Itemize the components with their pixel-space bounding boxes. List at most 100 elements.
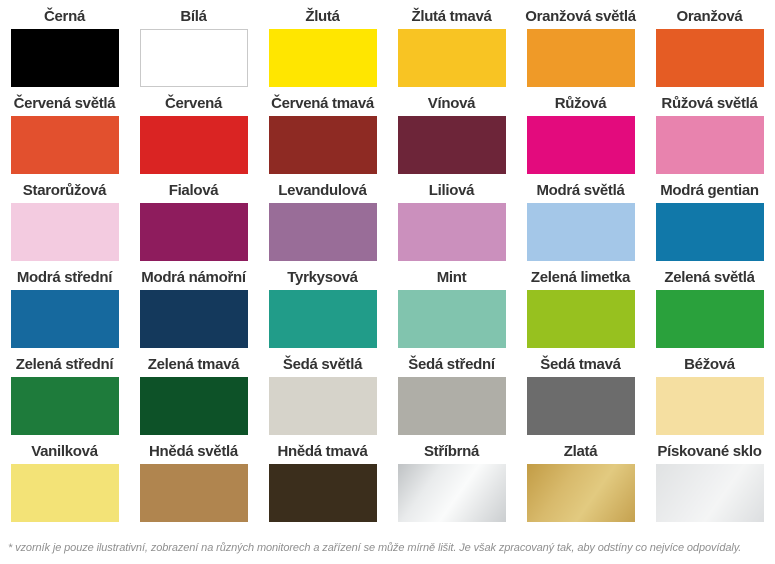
color-label: Tyrkysová — [287, 269, 358, 286]
color-swatch — [655, 377, 764, 435]
color-label: Modrá světlá — [536, 182, 625, 199]
color-label: Modrá námořní — [141, 269, 246, 286]
color-label: Zelená střední — [15, 356, 114, 373]
color-swatch — [268, 116, 377, 174]
color-swatch-cell: Zelená střední — [0, 355, 129, 435]
color-label: Červená tmavá — [271, 95, 374, 112]
color-label: Oranžová — [676, 8, 743, 25]
color-swatch-cell: Vanilková — [0, 442, 129, 522]
color-swatch — [397, 290, 506, 348]
color-swatch — [139, 203, 248, 261]
color-swatch — [655, 29, 764, 87]
color-swatch-cell: Růžová — [516, 94, 645, 174]
color-swatch-cell: Béžová — [645, 355, 774, 435]
color-label: Šedá světlá — [282, 356, 363, 373]
color-label: Hnědá světlá — [149, 443, 238, 460]
color-swatch — [526, 290, 635, 348]
color-swatch — [526, 116, 635, 174]
color-swatch-cell: Stříbrná — [387, 442, 516, 522]
color-swatch-cell: Šedá střední — [387, 355, 516, 435]
color-swatch-cell: Zlatá — [516, 442, 645, 522]
color-swatch — [268, 29, 377, 87]
color-label: Zlatá — [563, 443, 598, 460]
color-swatch-cell: Vínová — [387, 94, 516, 174]
color-swatch-cell: Modrá námořní — [129, 268, 258, 348]
color-swatch-cell: Šedá tmavá — [516, 355, 645, 435]
color-swatch-cell: Žlutá — [258, 7, 387, 87]
color-label: Modrá střední — [16, 269, 113, 286]
color-swatch-cell: Starorůžová — [0, 181, 129, 261]
color-label: Liliová — [428, 182, 475, 199]
color-swatch — [268, 464, 377, 522]
color-swatch — [526, 29, 635, 87]
color-swatch — [268, 377, 377, 435]
color-swatch-cell: Zelená tmavá — [129, 355, 258, 435]
color-label: Pískované sklo — [657, 443, 762, 460]
color-swatch — [397, 377, 506, 435]
color-swatch-cell: Červená tmavá — [258, 94, 387, 174]
color-label: Fialová — [168, 182, 219, 199]
color-swatch — [526, 203, 635, 261]
color-swatch — [10, 290, 119, 348]
color-label: Červená světlá — [13, 95, 116, 112]
color-label: Stříbrná — [423, 443, 480, 460]
color-label: Šedá střední — [408, 356, 495, 373]
color-swatch-cell: Mint — [387, 268, 516, 348]
color-swatch — [139, 377, 248, 435]
color-swatch-cell: Bílá — [129, 7, 258, 87]
color-swatch — [268, 203, 377, 261]
color-swatch — [655, 464, 764, 522]
color-swatch — [655, 203, 764, 261]
color-label: Vanilková — [31, 443, 98, 460]
color-label: Žlutá — [305, 8, 340, 25]
color-label: Modrá gentian — [660, 182, 759, 199]
color-swatch — [397, 116, 506, 174]
disclaimer-text: * vzorník je pouze ilustrativní, zobraze… — [8, 542, 742, 554]
color-label: Růžová — [554, 95, 607, 112]
color-swatch — [397, 203, 506, 261]
color-swatch — [268, 290, 377, 348]
color-swatch — [397, 29, 506, 87]
color-label: Hnědá tmavá — [277, 443, 368, 460]
color-label: Mint — [436, 269, 467, 286]
color-swatch-cell: Liliová — [387, 181, 516, 261]
color-swatch — [10, 116, 119, 174]
color-swatch — [655, 290, 764, 348]
color-swatch-cell: Oranžová světlá — [516, 7, 645, 87]
color-label: Levandulová — [278, 182, 367, 199]
color-label: Černá — [43, 8, 86, 25]
color-label: Zelená tmavá — [147, 356, 240, 373]
color-swatch-cell: Tyrkysová — [258, 268, 387, 348]
color-swatch — [526, 377, 635, 435]
color-label: Starorůžová — [22, 182, 107, 199]
color-swatch-cell: Modrá gentian — [645, 181, 774, 261]
color-swatch — [139, 290, 248, 348]
color-swatch — [655, 116, 764, 174]
color-swatch — [10, 203, 119, 261]
color-swatch — [139, 116, 248, 174]
color-swatch-cell: Hnědá světlá — [129, 442, 258, 522]
color-label: Šedá tmavá — [540, 356, 621, 373]
color-swatch-cell: Pískované sklo — [645, 442, 774, 522]
color-swatch — [397, 464, 506, 522]
color-label: Zelená limetka — [530, 269, 631, 286]
color-swatch-cell: Šedá světlá — [258, 355, 387, 435]
color-swatch-cell: Zelená světlá — [645, 268, 774, 348]
color-swatch — [139, 29, 248, 87]
color-swatch-cell: Modrá světlá — [516, 181, 645, 261]
color-swatch — [526, 464, 635, 522]
color-label: Červená — [164, 95, 223, 112]
color-swatch-cell: Zelená limetka — [516, 268, 645, 348]
color-swatch — [139, 464, 248, 522]
color-swatch-cell: Červená světlá — [0, 94, 129, 174]
color-swatch-cell: Černá — [0, 7, 129, 87]
color-label: Béžová — [684, 356, 735, 373]
color-swatch — [10, 377, 119, 435]
color-label: Vínová — [427, 95, 476, 112]
color-swatch-cell: Žlutá tmavá — [387, 7, 516, 87]
color-label: Zelená světlá — [664, 269, 755, 286]
color-swatch-cell: Hnědá tmavá — [258, 442, 387, 522]
color-swatch-cell: Oranžová — [645, 7, 774, 87]
color-swatch-cell: Červená — [129, 94, 258, 174]
